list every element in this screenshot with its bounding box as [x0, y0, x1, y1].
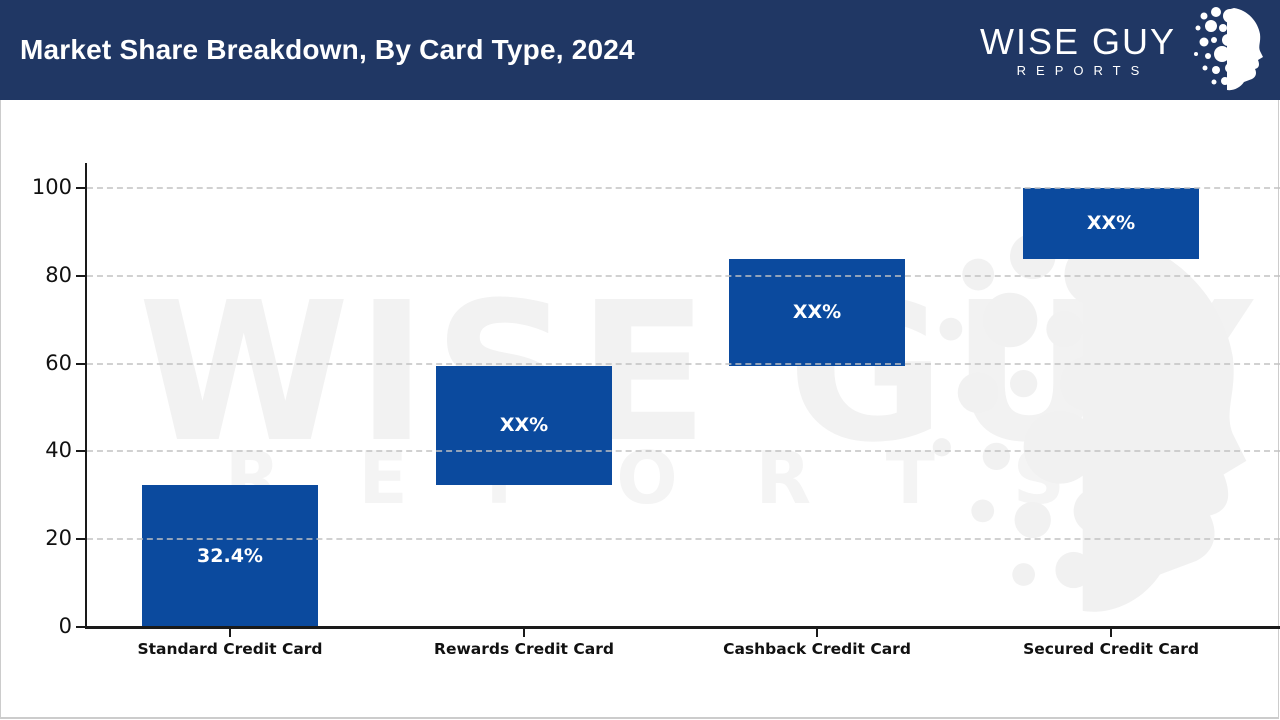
- x-tick-mark: [229, 629, 231, 637]
- x-tick-mark: [523, 629, 525, 637]
- header-bar: Market Share Breakdown, By Card Type, 20…: [0, 0, 1280, 100]
- gridline-y80: [87, 274, 1280, 277]
- bar-value-label: XX%: [1086, 212, 1136, 235]
- x-tick-mark: [1110, 629, 1112, 637]
- y-tick-label: 60: [45, 350, 72, 375]
- y-tick-mark: [76, 362, 85, 365]
- gridline-y100: [87, 187, 1280, 189]
- x-category-label: Cashback Credit Card: [723, 640, 911, 658]
- y-tick-mark: [76, 187, 85, 189]
- gridline-y60: [87, 362, 1280, 365]
- x-tick-mark: [816, 629, 818, 637]
- y-tick-label: 40: [45, 438, 72, 463]
- logo-wordmark: WISE GUY: [979, 20, 1176, 62]
- logo-text: WISE GUY REPORTS: [979, 20, 1176, 78]
- bar-value-label: XX%: [792, 301, 842, 324]
- y-tick-mark: [76, 626, 85, 628]
- bar-1: 32.4%: [142, 484, 318, 627]
- waterfall-chart: 0 20 40 60 80 100 32.4% XX% XX% XX% Standard Credi…: [0, 100, 1280, 720]
- y-tick-label: 80: [45, 262, 72, 287]
- x-category-label: Secured Credit Card: [1023, 640, 1199, 658]
- y-tick-mark: [76, 274, 85, 277]
- x-category-label: Rewards Credit Card: [434, 640, 614, 658]
- bar-4: XX%: [1023, 188, 1199, 259]
- x-axis-spine: [85, 626, 1280, 629]
- y-tick-mark: [76, 538, 85, 541]
- y-tick-label: 0: [58, 614, 72, 638]
- content-frame-border: [0, 100, 1279, 719]
- y-tick-mark: [76, 450, 85, 453]
- y-tick-label: 20: [45, 526, 72, 551]
- bar-value-label: XX%: [499, 414, 549, 437]
- logo-subtext: REPORTS: [1016, 62, 1150, 78]
- y-axis-spine: [85, 163, 87, 628]
- gridline-y40: [87, 450, 1280, 453]
- logo-face-icon: [1178, 2, 1266, 98]
- page-title: Market Share Breakdown, By Card Type, 20…: [20, 34, 635, 65]
- x-category-label: Standard Credit Card: [137, 640, 323, 658]
- bar-value-label: 32.4%: [197, 544, 263, 567]
- gridline-y20: [87, 538, 1280, 541]
- wise-guy-logo: WISE GUY REPORTS: [980, 0, 1266, 100]
- y-tick-label: 100: [31, 175, 72, 199]
- bar-2: XX%: [436, 365, 612, 485]
